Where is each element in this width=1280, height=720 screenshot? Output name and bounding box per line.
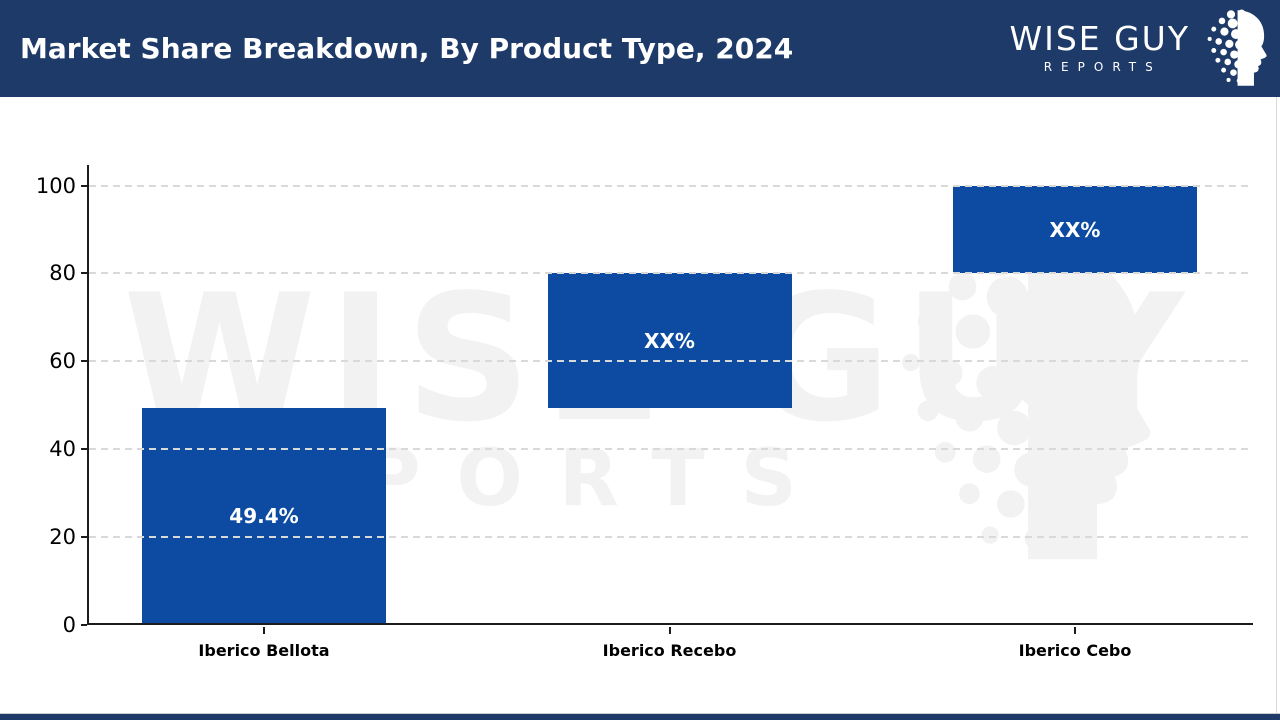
page-title: Market Share Breakdown, By Product Type,… bbox=[20, 32, 794, 65]
wise-guy-reports-logo: WISE GUY REPORTS bbox=[1009, 7, 1272, 89]
bar-iberico-cebo: XX% bbox=[953, 185, 1197, 274]
gridline-y-40 bbox=[89, 447, 1253, 450]
y-tick-mark-0 bbox=[81, 623, 87, 626]
x-tick-mark-2 bbox=[1074, 626, 1076, 634]
y-tick-label-40: 40 bbox=[49, 436, 76, 461]
figure-right-border bbox=[1276, 97, 1277, 713]
y-tick-label-60: 60 bbox=[49, 349, 76, 374]
gridline-y-20 bbox=[89, 535, 1253, 538]
x-tick-mark-1 bbox=[668, 626, 671, 634]
bar-iberico-bellota: 49.4% bbox=[142, 407, 386, 625]
gridline-y-60 bbox=[89, 360, 1253, 363]
y-tick-mark-60 bbox=[81, 360, 87, 363]
watermark-dotted-head-icon bbox=[828, 228, 1173, 573]
header-bar: Market Share Breakdown, By Product Type,… bbox=[0, 0, 1280, 97]
bar-value-label: XX% bbox=[644, 328, 695, 353]
y-tick-mark-40 bbox=[81, 447, 87, 450]
logo-dotted-head-icon bbox=[1190, 7, 1272, 89]
bar-value-label: XX% bbox=[1049, 217, 1101, 242]
y-tick-label-20: 20 bbox=[49, 524, 76, 549]
y-tick-label-100: 100 bbox=[35, 173, 76, 198]
x-category-label-0: Iberico Bellota bbox=[198, 640, 330, 660]
x-category-label-1: Iberico Recebo bbox=[602, 640, 737, 660]
x-axis-spine bbox=[87, 623, 1253, 625]
chart-plot-area: 0 20 40 60 80 100 49.4% Iberico Bellota XX% Iberi… bbox=[0, 97, 1280, 720]
logo-subtext: REPORTS bbox=[1043, 59, 1162, 74]
y-tick-mark-100 bbox=[81, 184, 87, 187]
bar-value-label: 49.4% bbox=[229, 504, 299, 529]
x-category-label-2: Iberico Cebo bbox=[1018, 640, 1132, 660]
y-tick-label-0: 0 bbox=[62, 612, 76, 637]
y-axis-spine bbox=[87, 165, 89, 625]
y-tick-mark-20 bbox=[81, 535, 87, 538]
y-tick-mark-80 bbox=[81, 272, 87, 275]
logo-wordmark: WISE GUY bbox=[1009, 19, 1190, 59]
y-tick-label-80: 80 bbox=[49, 261, 76, 286]
figure-bottom-border bbox=[0, 713, 1280, 714]
gridline-y-80 bbox=[89, 272, 1253, 275]
bar-iberico-recebo: XX% bbox=[547, 273, 792, 408]
gridline-y-100 bbox=[89, 184, 1253, 187]
footer-bar bbox=[0, 714, 1280, 720]
x-tick-mark-0 bbox=[263, 626, 265, 634]
logo-text: WISE GUY REPORTS bbox=[1009, 22, 1190, 74]
